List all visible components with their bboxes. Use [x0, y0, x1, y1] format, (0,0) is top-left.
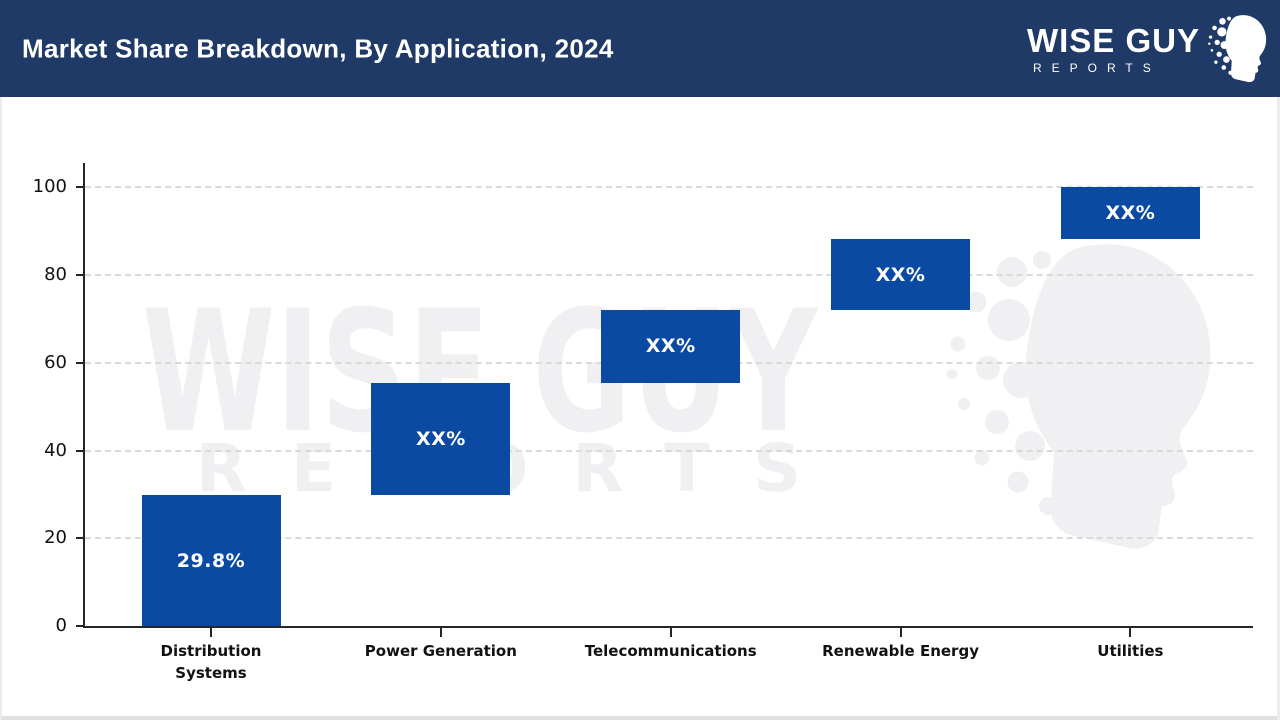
y-axis-tick-label: 0: [55, 615, 67, 636]
y-axis-tick: [76, 537, 85, 540]
bar-value-label: 29.8%: [176, 549, 246, 572]
bar-utilities: XX%: [1060, 187, 1200, 240]
x-axis-category-label: Power Generation: [364, 642, 517, 660]
logo-text: WISE GUY REPORTS: [1027, 24, 1200, 75]
y-axis-tick: [76, 361, 85, 364]
x-axis-tick: [1129, 628, 1132, 637]
wise-guy-reports-logo: WISE GUY REPORTS: [1027, 6, 1270, 92]
x-axis-category-label: Distribution Systems: [160, 642, 262, 682]
y-axis-tick: [76, 186, 85, 189]
logo-subtitle: REPORTS: [1032, 60, 1161, 75]
x-axis-tick: [669, 628, 672, 637]
y-axis-tick-label: 100: [32, 176, 67, 198]
bar-value-label: XX%: [415, 427, 466, 450]
right-edge-divider: [1277, 97, 1280, 720]
gridline-80: [85, 274, 1253, 277]
y-axis-line: [83, 163, 85, 628]
x-axis-tick: [210, 628, 212, 637]
y-axis-tick-label: 40: [44, 439, 67, 461]
bar-power-generation: XX%: [371, 382, 511, 496]
bottom-edge-divider: [0, 716, 1280, 720]
x-axis-category-label: Utilities: [1097, 642, 1164, 660]
logo-face-icon: [1208, 15, 1267, 83]
y-axis-tick: [76, 274, 85, 277]
gridline-40: [85, 449, 1253, 452]
bar-value-label: XX%: [875, 263, 926, 286]
bar-distribution-systems: 29.8%: [141, 495, 281, 626]
bar-value-label: XX%: [1105, 202, 1156, 225]
y-axis-tick: [76, 449, 85, 452]
y-axis-tick-label: 60: [44, 351, 67, 373]
y-axis-tick: [76, 625, 85, 627]
header-bar: Market Share Breakdown, By Application, …: [0, 0, 1280, 97]
x-axis-line: [83, 626, 1253, 628]
bar-value-label: XX%: [645, 335, 696, 358]
x-axis-category-label: Telecommunications: [584, 642, 757, 660]
gridline-100: [85, 186, 1253, 189]
page-title: Market Share Breakdown, By Application, …: [22, 33, 614, 63]
y-axis-tick-label: 80: [44, 264, 67, 286]
bar-renewable-energy: XX%: [831, 239, 970, 311]
y-axis-tick-label: 20: [44, 527, 67, 549]
logo-title: WISE GUY: [1026, 21, 1200, 59]
x-axis-tick: [439, 628, 442, 637]
gridline-20: [85, 537, 1253, 540]
x-axis-tick: [899, 628, 902, 637]
left-edge-divider: [0, 97, 2, 720]
bar-telecommunications: XX%: [601, 310, 741, 383]
x-axis-category-label: Renewable Energy: [822, 642, 979, 660]
